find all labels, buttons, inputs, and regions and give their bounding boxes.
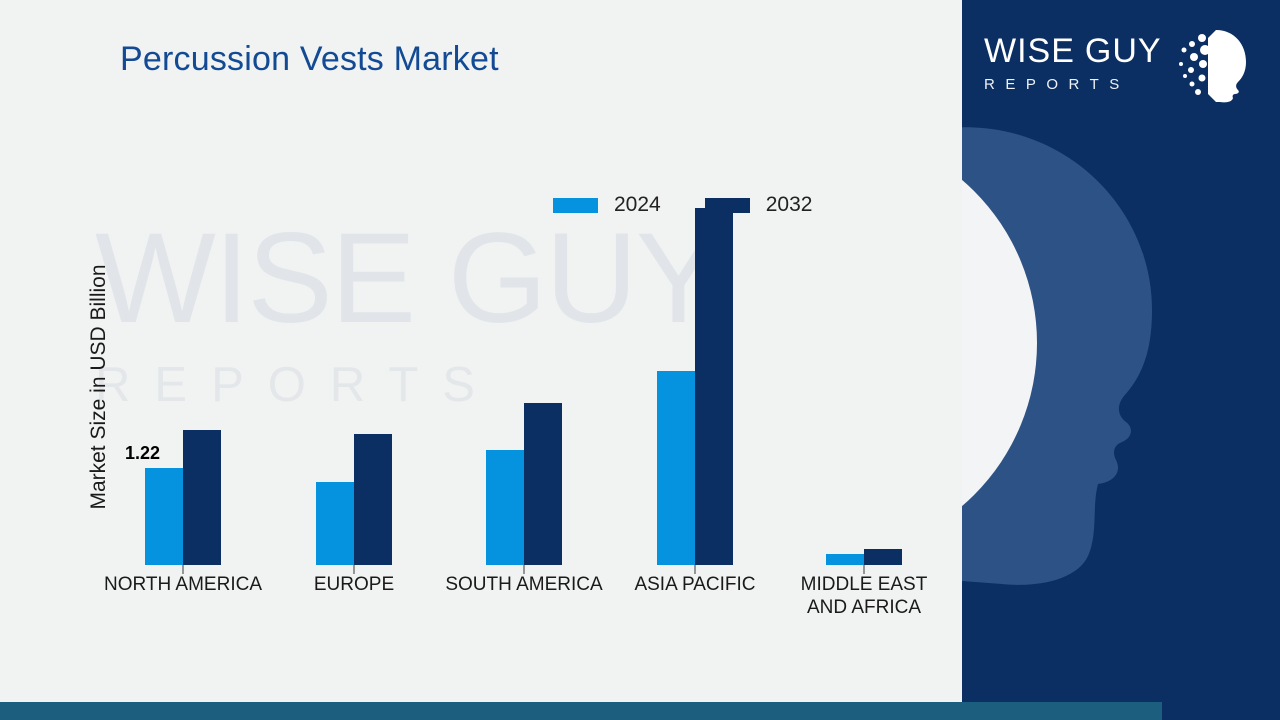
bar-group: MIDDLE EAST AND AFRICA [801,153,927,618]
bar-2024[interactable] [316,481,354,565]
brand-logo-word-guy: GUY [1084,32,1162,70]
bar-pair [294,153,414,565]
bar-2024[interactable] [486,450,524,565]
bar-group: NORTH AMERICA 1.22 [104,153,262,595]
chart-legend: 2024 2032 [553,193,812,217]
bar-2032[interactable] [864,549,902,565]
x-axis-tick [182,565,184,574]
legend-label-2024: 2024 [614,193,661,216]
bar-2024[interactable] [657,370,695,565]
bar-2024[interactable] [145,468,183,565]
legend-swatch-2024 [553,197,598,213]
logo-head-icon [1179,30,1246,103]
brand-logo-wordmark: WISE GUY [984,34,1162,68]
brand-logo-tagline: REPORTS [984,76,1130,93]
plot-area: NORTH AMERICA 1.22 EUROPE SOUTH AMERICA ASIA… [104,150,945,618]
legend-label-2032: 2032 [765,193,813,216]
chart-title: Percussion Vests Market [120,40,499,78]
legend-item-2032: 2032 [704,193,813,217]
bar-pair [464,153,584,565]
x-axis-category-label: ASIA PACIFIC [634,574,756,595]
brand-logo-word-wise: WISE [984,32,1075,70]
x-axis-tick [694,565,696,574]
x-axis-category-label: EUROPE [313,574,395,595]
bar-2032[interactable] [524,402,562,565]
brand-panel: WISE GUY REPORTS [962,0,1280,720]
molecule-dots-graphic [962,120,1052,570]
x-axis-tick [353,565,355,574]
legend-item-2024: 2024 [553,193,661,217]
bar-2032[interactable] [354,434,392,565]
x-axis-category-label: NORTH AMERICA [103,574,262,595]
bar-2032[interactable] [183,430,221,565]
bar-group: ASIA PACIFIC [634,153,756,595]
x-axis-category-label: SOUTH AMERICA [445,574,603,595]
x-axis-tick [523,565,525,574]
bar-2032[interactable] [695,208,733,565]
bar-pair [635,153,755,565]
x-axis-tick [863,565,865,574]
x-axis-category-label: MIDDLE EAST AND AFRICA [800,574,928,618]
bar-value-label: 1.22 [125,443,161,464]
bar-group: EUROPE [294,153,414,595]
bottom-accent-bar [0,702,1162,720]
y-axis-title: Market Size in USD Billion [87,264,110,510]
bar-2024[interactable] [826,553,864,565]
bar-pair [123,153,243,565]
brand-logo: WISE GUY REPORTS [984,30,1246,103]
bar-pair [804,153,924,565]
bar-group: SOUTH AMERICA [445,153,603,595]
legend-swatch-2032 [704,197,750,213]
